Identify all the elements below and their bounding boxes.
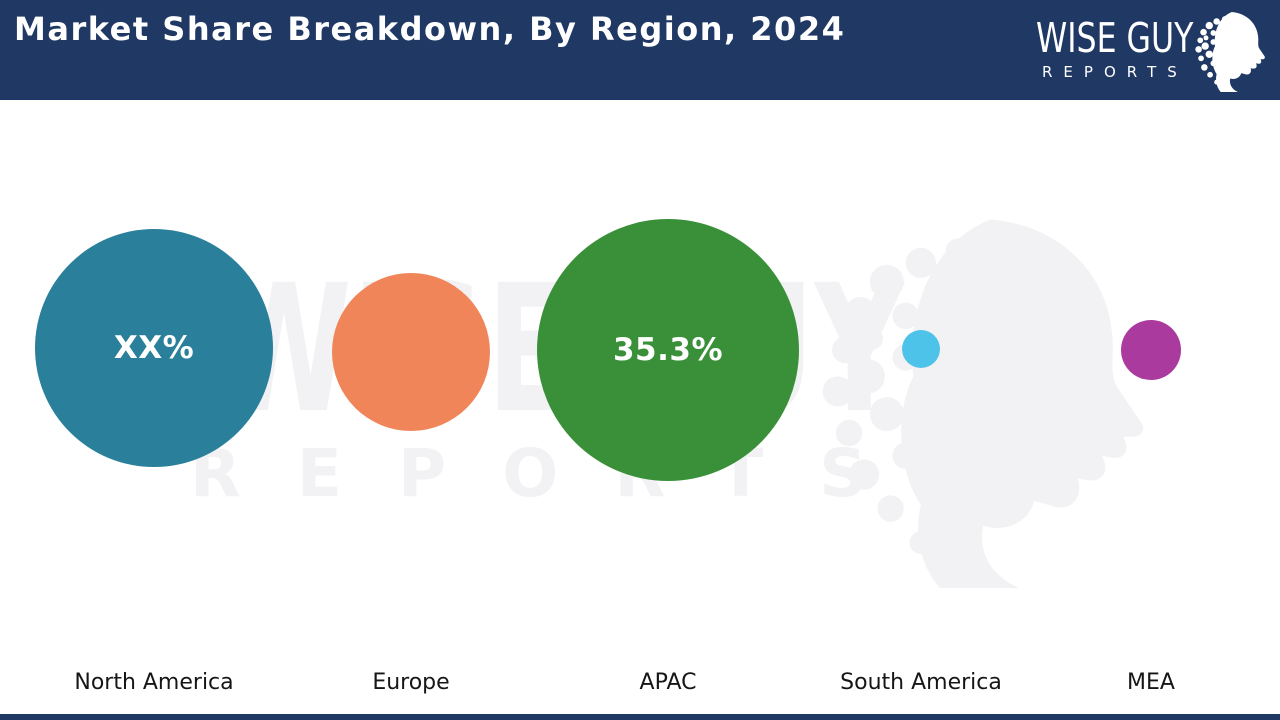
watermark-head-icon — [806, 210, 1168, 588]
watermark-subtitle: REPORTS — [190, 435, 923, 512]
category-label-mea: MEA — [1127, 670, 1175, 695]
wise-guy-logo: WISE GUY REPORTS — [1036, 18, 1270, 92]
category-label-europe: Europe — [372, 670, 450, 695]
bubble-europe — [332, 273, 490, 431]
page-title: Market Share Breakdown, By Region, 2024 — [14, 10, 846, 48]
bubble-value-label: XX% — [113, 330, 195, 366]
bubble-value-label: 35.3% — [612, 332, 724, 368]
bubble-apac: 35.3% — [537, 219, 799, 481]
bottom-accent-bar — [0, 714, 1280, 720]
bubble-mea — [1121, 320, 1181, 380]
bubble-north-america: XX% — [35, 229, 273, 467]
bubble-south-america — [902, 330, 940, 368]
wise-guy-head-icon — [1192, 10, 1270, 92]
header-bar: Market Share Breakdown, By Region, 2024 … — [0, 0, 1280, 100]
category-label-south-america: South America — [840, 670, 1002, 695]
logo-wordmark: WISE GUY — [1036, 14, 1194, 62]
wise-guy-logo-text: WISE GUY REPORTS — [1036, 18, 1208, 80]
category-label-north-america: North America — [74, 670, 234, 695]
logo-subtitle: REPORTS — [1042, 63, 1188, 81]
category-label-apac: APAC — [639, 670, 697, 695]
